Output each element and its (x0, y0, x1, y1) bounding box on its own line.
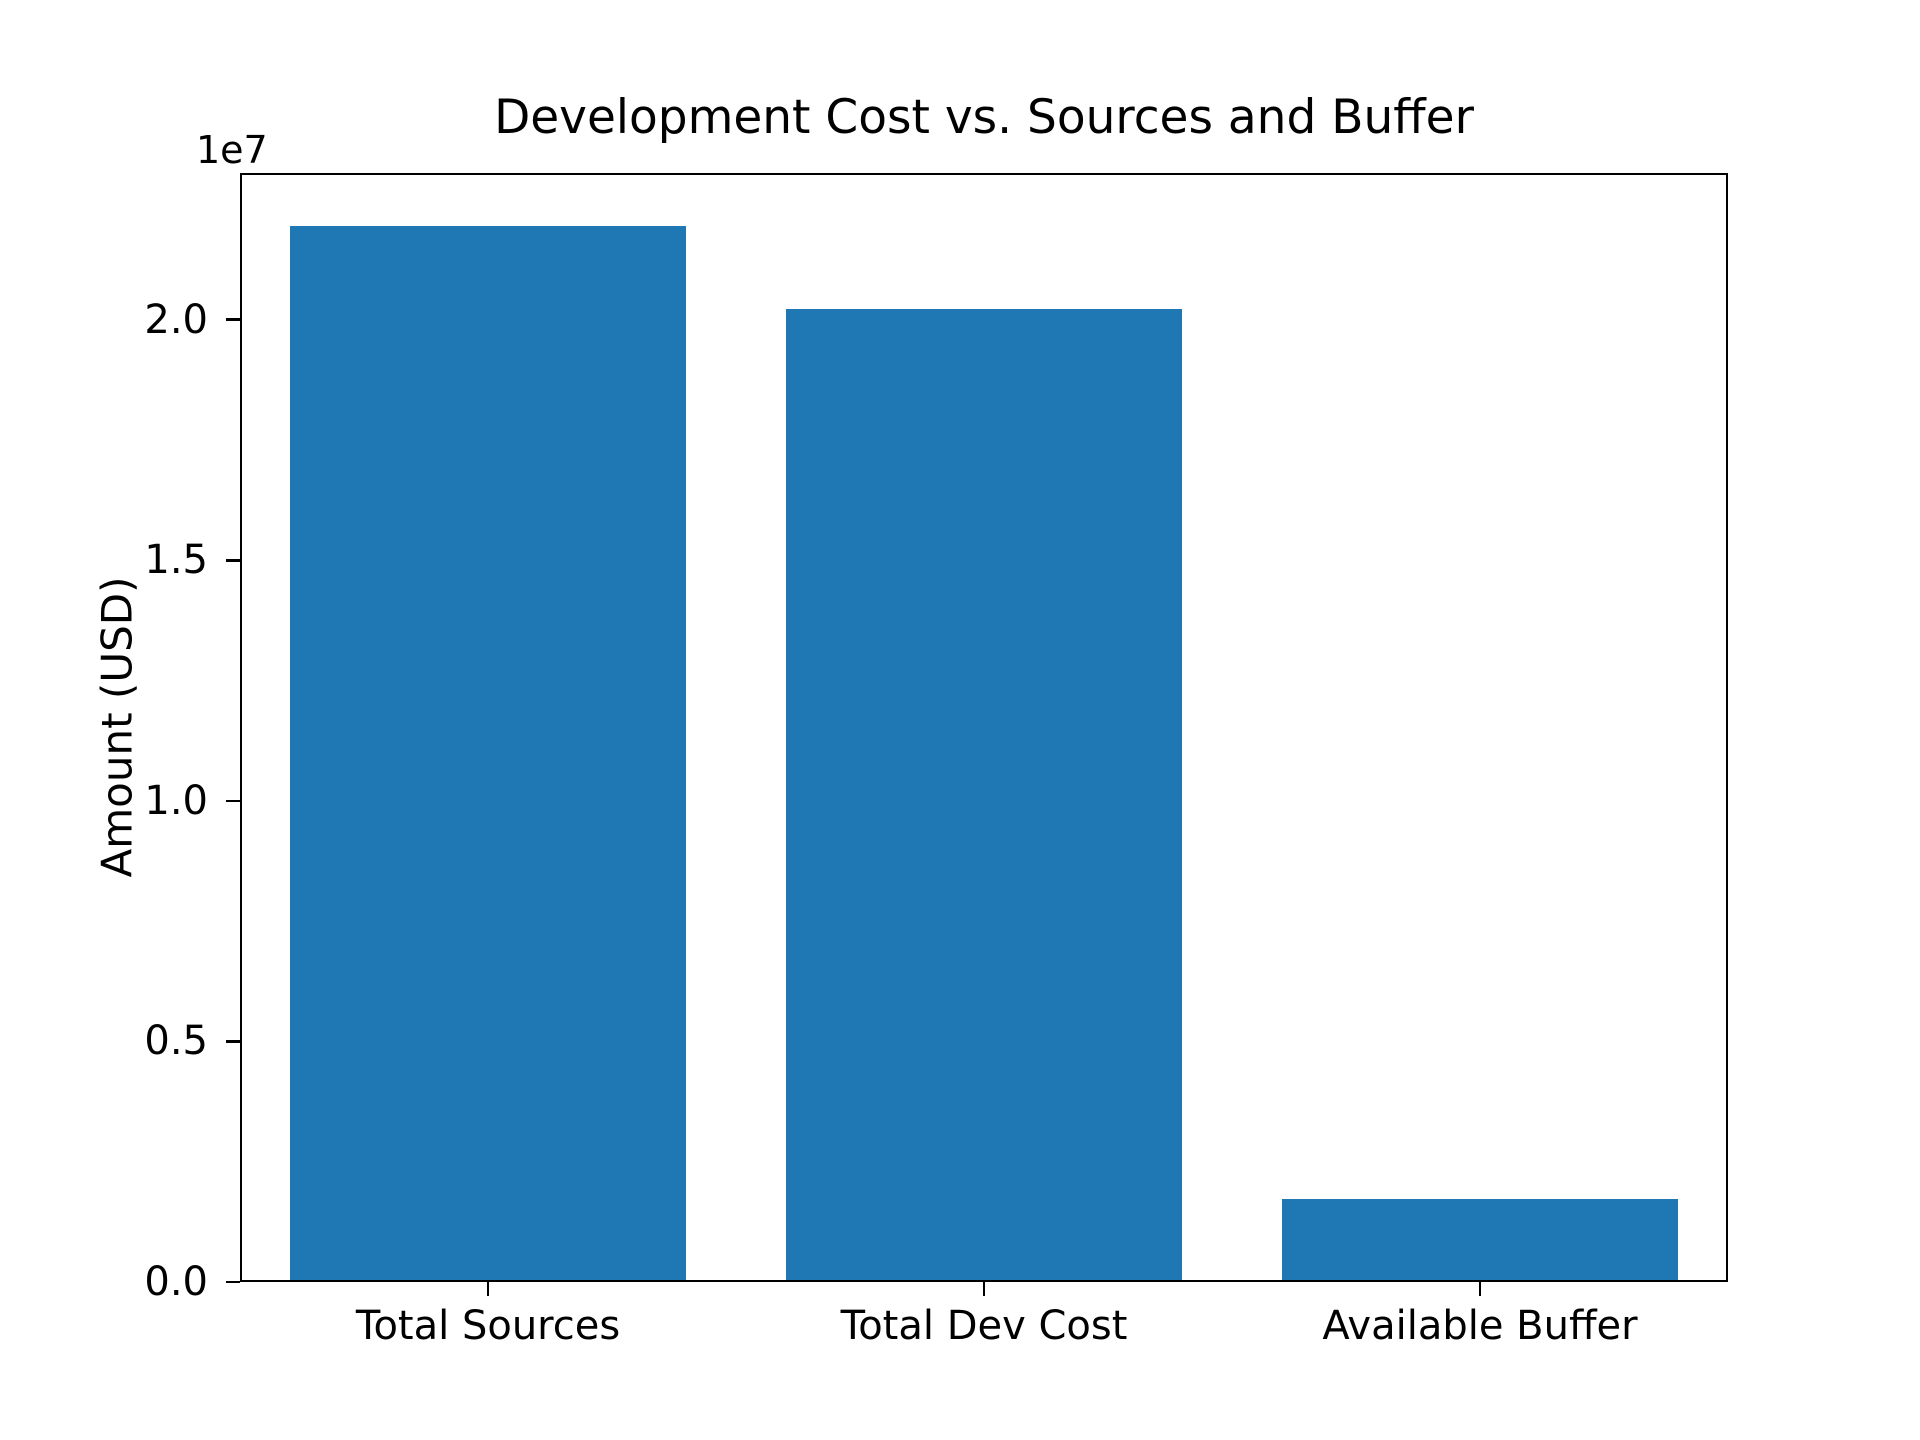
y-tick-mark (226, 1280, 240, 1284)
y-tick-mark (226, 1040, 240, 1043)
x-tick-label-available-buffer: Available Buffer (1322, 1303, 1638, 1349)
y-tick-label: 1.0 (144, 777, 208, 824)
x-tick-mark (982, 1282, 986, 1296)
x-tick-mark (486, 1282, 490, 1296)
y-tick-label: 0.5 (144, 1018, 208, 1065)
chart-title: Development Cost vs. Sources and Buffer (494, 90, 1474, 145)
x-tick-label-total-sources: Total Sources (355, 1303, 621, 1349)
y-tick-mark (226, 799, 240, 803)
bar-total-dev-cost (785, 308, 1183, 1282)
bar-available-buffer (1281, 1199, 1679, 1282)
y-tick-label: 2.0 (144, 296, 208, 343)
y-tick-mark (226, 318, 240, 321)
x-tick-mark (1478, 1282, 1482, 1296)
x-tick-label-total-dev-cost: Total Dev Cost (840, 1303, 1128, 1349)
y-tick-mark (226, 559, 240, 562)
y-tick-label: 1.5 (144, 537, 208, 584)
y-tick-label: 0.0 (144, 1259, 208, 1305)
y-axis-offset-text: 1e7 (196, 128, 268, 172)
axes (240, 173, 1728, 1282)
bar-total-sources (289, 225, 687, 1282)
y-axis-label: Amount (USD) (92, 576, 142, 878)
